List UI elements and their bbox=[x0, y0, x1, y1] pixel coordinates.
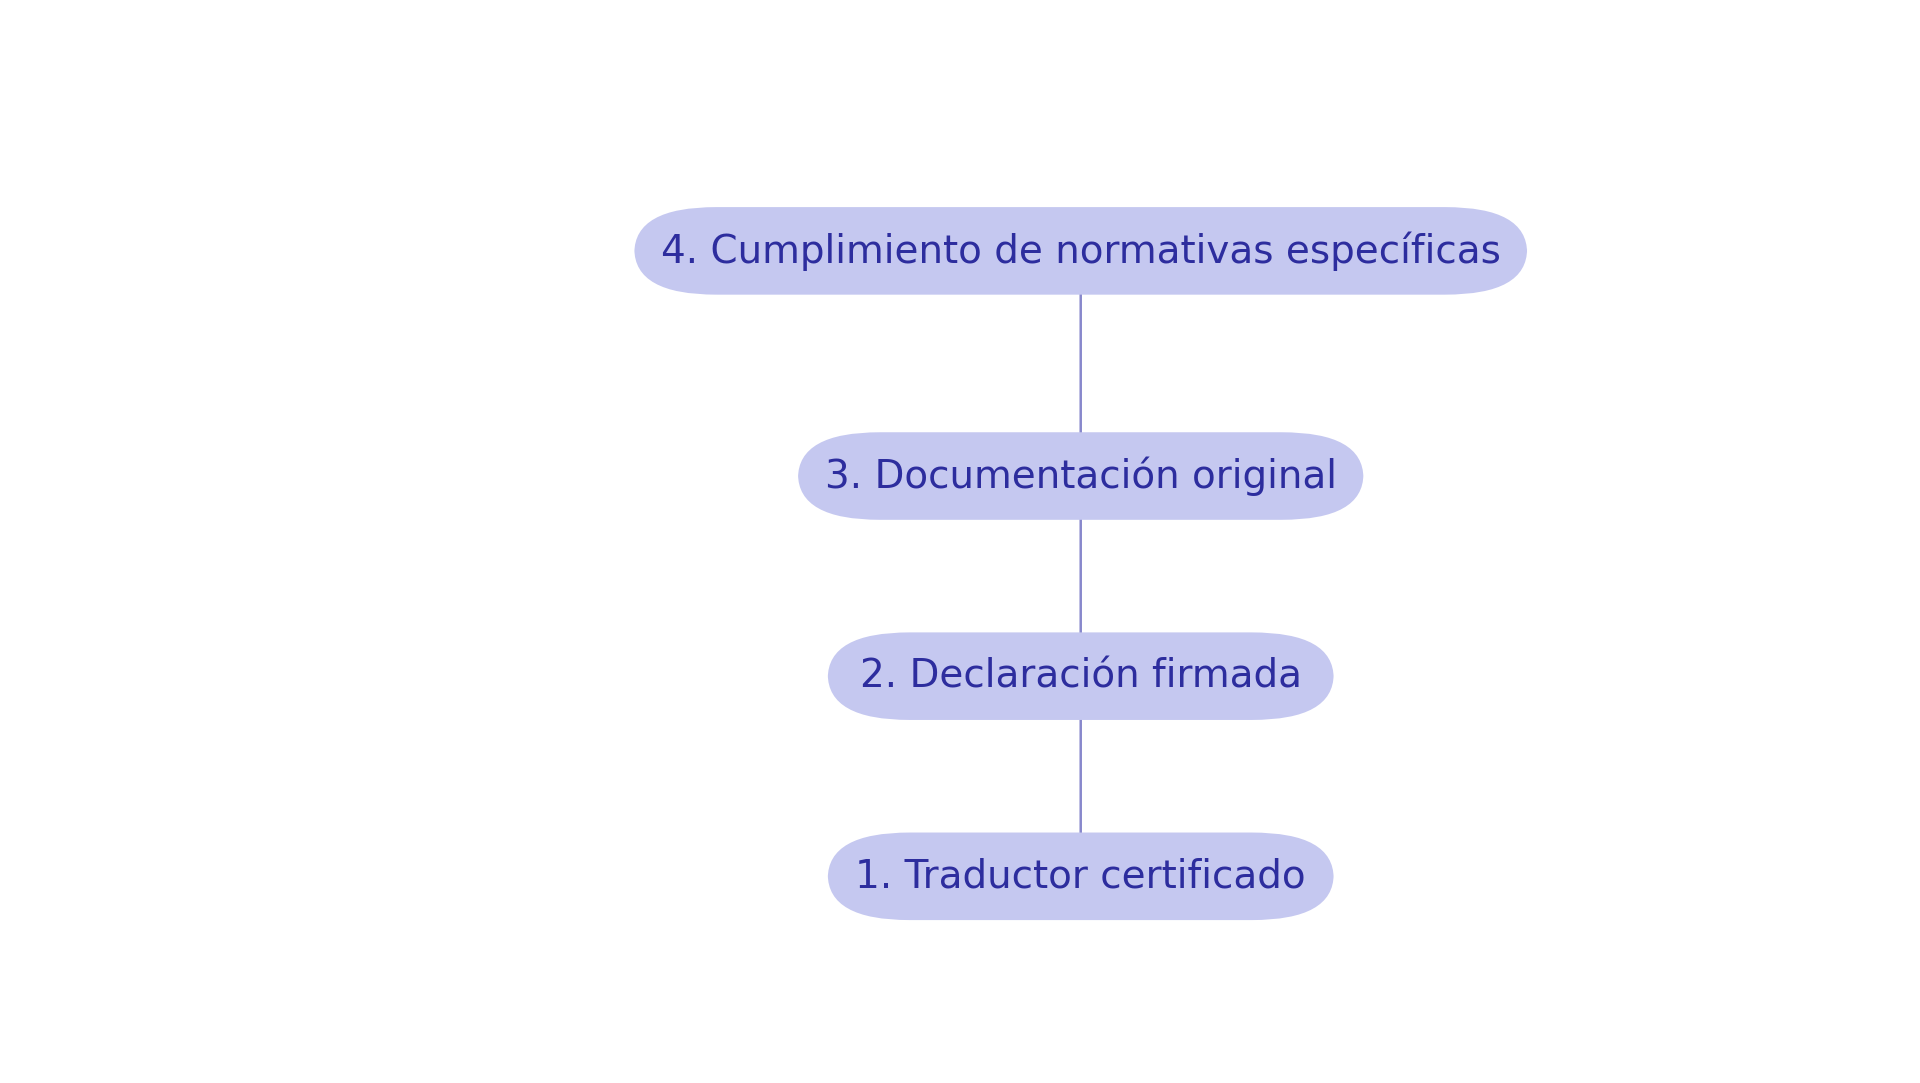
FancyBboxPatch shape bbox=[634, 207, 1526, 295]
FancyBboxPatch shape bbox=[828, 632, 1334, 720]
FancyBboxPatch shape bbox=[799, 432, 1363, 520]
FancyBboxPatch shape bbox=[828, 833, 1334, 921]
Text: 4. Cumplimiento de normativas específicas: 4. Cumplimiento de normativas específica… bbox=[660, 231, 1501, 271]
Text: 1. Traductor certificado: 1. Traductor certificado bbox=[856, 858, 1306, 896]
Text: 2. Declaración firmada: 2. Declaración firmada bbox=[860, 657, 1302, 695]
Text: 3. Documentación original: 3. Documentación original bbox=[826, 456, 1336, 496]
